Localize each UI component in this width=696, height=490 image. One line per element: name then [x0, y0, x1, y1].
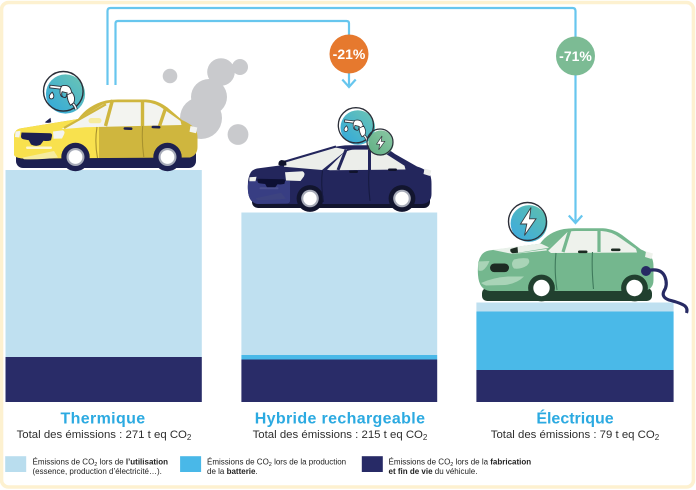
svg-text:Émissions de CO2 lors de l’uti: Émissions de CO2 lors de l’utilisation: [33, 458, 169, 469]
svg-text:Électrique: Électrique: [536, 409, 613, 428]
svg-text:Hybride rechargeable: Hybride rechargeable: [255, 411, 426, 428]
svg-text:Total des émissions : 215 t eq: Total des émissions : 215 t eq CO2: [253, 429, 428, 442]
svg-text:de la batterie.: de la batterie.: [207, 467, 258, 476]
svg-text:-21%: -21%: [333, 46, 366, 62]
svg-text:Émissions de CO2 lors de la fa: Émissions de CO2 lors de la fabrication: [389, 458, 532, 469]
svg-text:et fin de vie du véhicule.: et fin de vie du véhicule.: [389, 467, 478, 476]
svg-text:Thermique: Thermique: [61, 411, 146, 428]
svg-text:Total des émissions : 79 t eq: Total des émissions : 79 t eq CO2: [491, 429, 660, 442]
svg-text:Total des émissions : 271 t eq: Total des émissions : 271 t eq CO2: [17, 429, 192, 442]
svg-text:-71%: -71%: [559, 48, 592, 64]
svg-text:(essence, production d’électri: (essence, production d’électricité…).: [33, 467, 162, 476]
svg-text:Émissions de CO2 lors de la pr: Émissions de CO2 lors de la production: [207, 458, 346, 469]
